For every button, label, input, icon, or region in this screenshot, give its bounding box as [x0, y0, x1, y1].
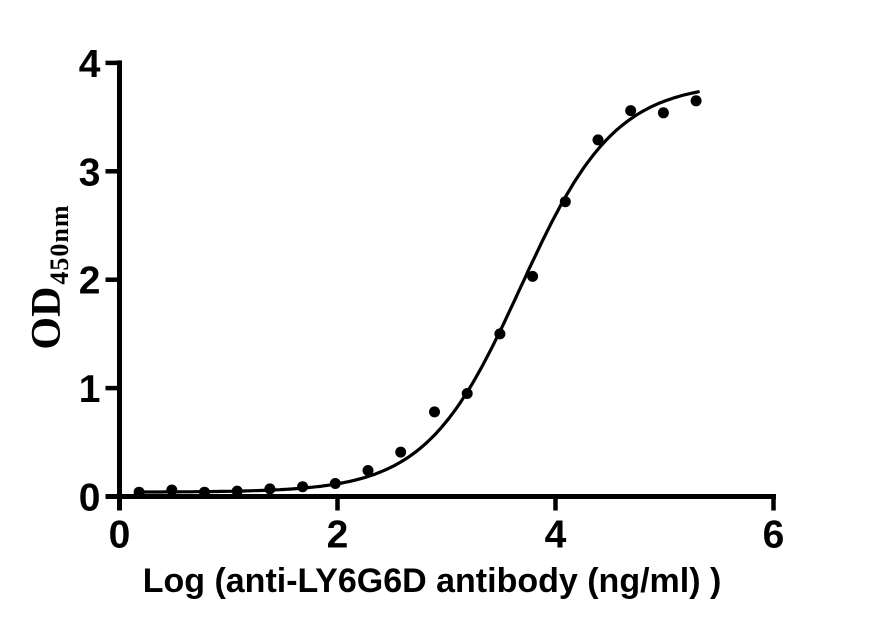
data-point-4: [231, 485, 243, 497]
data-point-12: [494, 328, 506, 340]
data-point-3: [199, 486, 210, 498]
y-tick-label-4: 4: [79, 43, 101, 86]
x-tick-label-2: 2: [327, 514, 349, 557]
y-axis-title-subscript: 450nm: [45, 204, 74, 285]
data-point-11: [461, 388, 473, 399]
data-point-10: [429, 406, 440, 418]
data-point-1: [133, 486, 145, 498]
data-point-9: [395, 446, 407, 458]
data-point-2: [166, 484, 178, 496]
data-point-18: [690, 95, 702, 107]
data-point-8: [362, 465, 374, 476]
x-tick-label-6: 6: [763, 514, 785, 557]
y-axis-title: OD450nm: [24, 204, 74, 350]
data-point-7: [329, 478, 341, 489]
data-point-15: [592, 134, 604, 146]
y-tick-label-3: 3: [79, 151, 101, 194]
x-tick-label-4: 4: [545, 514, 567, 557]
data-point-16: [625, 105, 637, 117]
data-point-5: [264, 483, 276, 495]
x-tick-label-0: 0: [109, 514, 131, 557]
y-tick-label-0: 0: [79, 477, 101, 520]
y-tick-label-2: 2: [79, 260, 101, 303]
data-point-6: [297, 481, 309, 493]
y-tick-label-1: 1: [79, 368, 101, 411]
fit-curve: [137, 90, 700, 494]
x-axis-title: Log (anti-LY6G6D antibody (ng/ml) ): [142, 562, 722, 600]
data-point-14: [559, 196, 571, 208]
y-axis-title-text: OD: [24, 286, 70, 350]
data-point-17: [657, 107, 669, 119]
data-point-13: [527, 270, 539, 282]
